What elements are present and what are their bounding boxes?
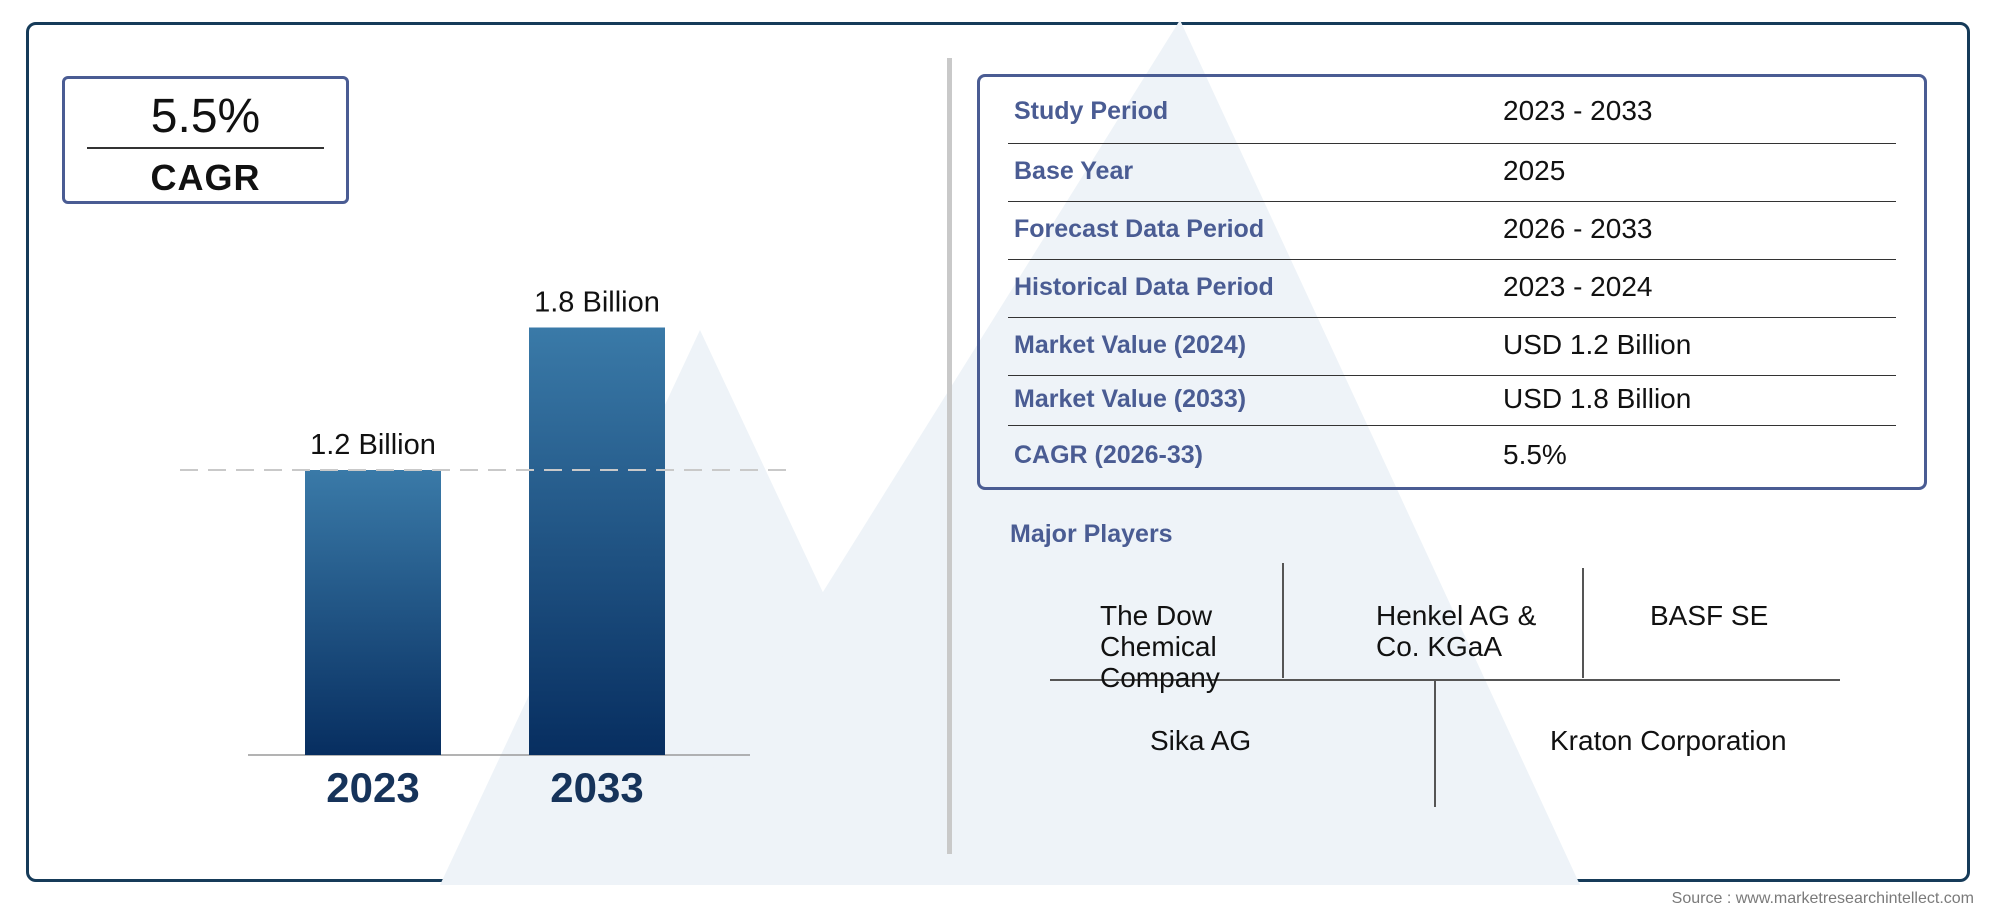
row-value: 2023 - 2033: [1503, 95, 1653, 126]
row-label: Base Year: [1014, 157, 1134, 185]
row-label: Historical Data Period: [1014, 273, 1274, 301]
table-row: Market Value (2033) USD 1.8 Billion: [1008, 375, 1896, 426]
table-row: Forecast Data Period 2026 - 2033: [1008, 201, 1896, 260]
cagr-label: CAGR: [150, 157, 261, 198]
category-label-2033: 2033: [550, 764, 643, 811]
row-label: Market Value (2024): [1014, 331, 1247, 359]
bar-chart: 1.2 Billion 2023 1.8 Billion 2033: [180, 287, 790, 811]
player-sika: Sika AG: [1150, 725, 1252, 756]
row-label: Study Period: [1014, 97, 1169, 125]
row-value: 2025: [1503, 155, 1566, 186]
cagr-box: 5.5% CAGR: [62, 76, 349, 204]
row-value: 2026 - 2033: [1503, 213, 1653, 244]
cagr-value: 5.5%: [150, 90, 261, 143]
row-value: 5.5%: [1503, 439, 1567, 470]
player-henkel: Henkel AG & Co. KGaA: [1376, 600, 1537, 662]
major-players-title: Major Players: [1010, 520, 1173, 548]
row-value: USD 1.8 Billion: [1503, 383, 1692, 414]
table-row: Historical Data Period 2023 - 2024: [1008, 259, 1896, 318]
row-label: Forecast Data Period: [1014, 215, 1265, 243]
player-divider: [1282, 563, 1284, 678]
market-details-table: Study Period 2023 - 2033 Base Year 2025 …: [977, 74, 1927, 490]
cagr-divider: [87, 147, 324, 149]
table-row: Market Value (2024) USD 1.2 Billion: [1008, 317, 1896, 376]
table-row: Study Period 2023 - 2033: [1008, 77, 1896, 144]
row-value: USD 1.2 Billion: [1503, 329, 1692, 360]
category-label-2023: 2023: [326, 764, 419, 811]
row-value: 2023 - 2024: [1503, 271, 1653, 302]
player-divider: [1434, 680, 1436, 807]
player-basf: BASF SE: [1650, 600, 1769, 631]
bar-2033: [529, 327, 665, 755]
player-divider: [1582, 568, 1584, 678]
player-dow-chemical: The Dow Chemical Company: [1100, 600, 1220, 693]
player-kraton: Kraton Corporation: [1550, 725, 1787, 756]
data-label-2023: 1.2 Billion: [310, 429, 436, 461]
table-row: Base Year 2025: [1008, 143, 1896, 202]
bar-2023: [305, 470, 441, 755]
data-label-2033: 1.8 Billion: [534, 287, 660, 319]
player-divider: [1050, 679, 1840, 681]
source-note: Source : www.marketresearchintellect.com: [1671, 890, 1974, 907]
panel-divider: [947, 58, 952, 854]
row-label: CAGR (2026-33): [1014, 441, 1203, 469]
row-label: Market Value (2033): [1014, 385, 1247, 413]
table-row: CAGR (2026-33) 5.5%: [1008, 425, 1896, 485]
